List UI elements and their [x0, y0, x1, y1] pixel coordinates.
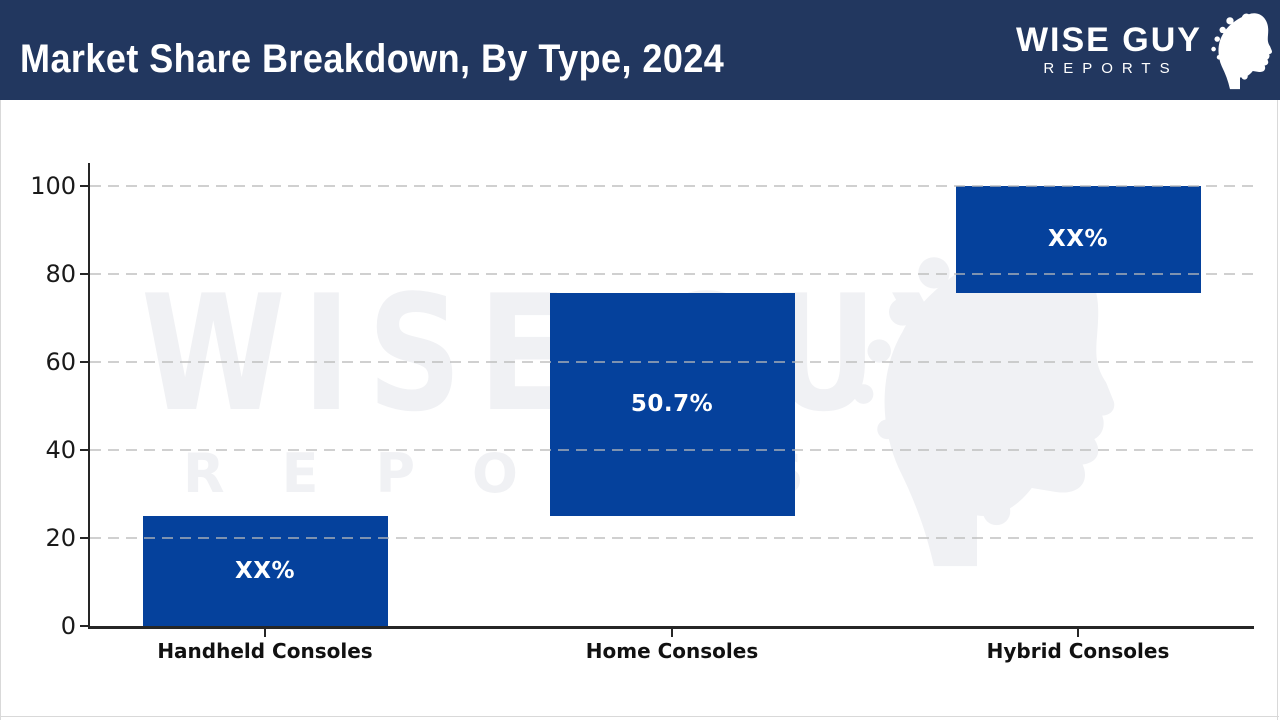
header-bar: Market Share Breakdown, By Type, 2024 WI…	[0, 0, 1280, 100]
y-axis	[88, 163, 90, 629]
logo-face-icon	[1211, 13, 1272, 90]
bottom-divider	[1, 716, 1279, 717]
x-tick	[671, 629, 673, 637]
x-tick-label: Handheld Consoles	[157, 639, 373, 663]
logo-brand-text: WISE GUY	[1015, 20, 1202, 59]
x-tick	[264, 629, 266, 637]
chart-area: WISE GUY REPORTS XX% 50.7% XX% 0 20 40 60 80 100…	[0, 100, 1279, 720]
wise-guy-reports-logo: WISE GUY REPORTS	[1016, 0, 1272, 100]
plot: XX% 50.7% XX% 0 20 40 60 80 100 Handheld Consoles…	[1, 100, 1279, 720]
gridline	[90, 185, 1254, 187]
bar-value-label: XX%	[234, 558, 295, 584]
page-title: Market Share Breakdown, By Type, 2024	[20, 37, 725, 81]
y-tick	[80, 625, 88, 627]
gridline	[90, 449, 1254, 451]
x-tick-label: Home Consoles	[585, 639, 759, 663]
logo-sub-text: REPORTS	[1043, 60, 1179, 78]
logo-text: WISE GUY REPORTS	[1015, 20, 1202, 78]
x-axis	[88, 626, 1254, 629]
bar: XX%	[955, 186, 1201, 293]
y-tick	[80, 449, 88, 451]
y-tick-label: 40	[45, 436, 76, 464]
y-tick-label: 80	[45, 260, 76, 288]
x-tick	[1077, 629, 1079, 637]
y-tick	[80, 361, 88, 363]
gridline	[90, 273, 1254, 275]
y-tick	[80, 185, 88, 187]
y-tick-label: 20	[45, 524, 76, 552]
y-tick	[80, 537, 88, 539]
y-tick-label: 60	[45, 348, 76, 376]
y-tick	[80, 273, 88, 275]
bar: XX%	[142, 516, 388, 626]
gridline	[90, 537, 1254, 539]
bar-value-label: 50.7%	[630, 391, 714, 418]
gridline	[90, 361, 1254, 363]
y-tick-label: 0	[60, 612, 76, 640]
y-tick-label: 100	[30, 172, 76, 200]
bar: 50.7%	[549, 292, 795, 516]
x-tick-label: Hybrid Consoles	[986, 639, 1170, 663]
bar-value-label: XX%	[1047, 226, 1108, 253]
